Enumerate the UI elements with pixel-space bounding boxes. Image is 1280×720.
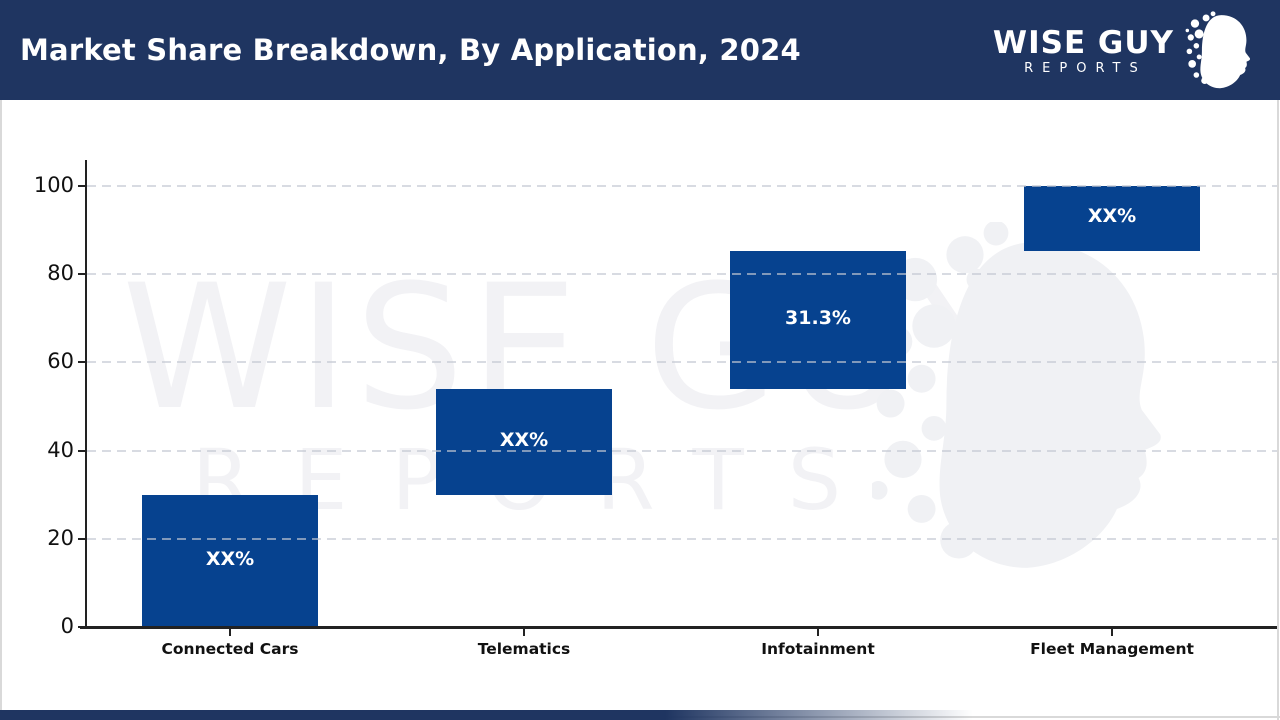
footer-bar xyxy=(0,710,1280,720)
brand-logo: WISE GUY REPORTS xyxy=(993,10,1262,92)
bar-value-label: 31.3% xyxy=(785,306,851,329)
y-axis-line xyxy=(85,160,87,629)
gridline xyxy=(87,273,1277,276)
bar-value-label: XX% xyxy=(1087,205,1137,228)
y-tick-label: 100 xyxy=(33,173,74,197)
brand-logo-text: WISE GUY REPORTS xyxy=(992,24,1174,76)
gridline xyxy=(87,185,1277,187)
page-title: Market Share Breakdown, By Application, … xyxy=(20,33,801,67)
y-tick-label: 80 xyxy=(47,261,74,286)
figure-border-left xyxy=(0,100,2,720)
bar-segment xyxy=(436,388,612,495)
x-axis-tick xyxy=(523,629,525,636)
y-axis-tick xyxy=(78,273,86,276)
y-tick-label: 20 xyxy=(47,525,74,550)
x-category-label: Infotainment xyxy=(761,640,875,658)
head-profile-icon xyxy=(1185,11,1251,89)
x-axis-line xyxy=(80,626,1277,629)
gridline xyxy=(87,361,1277,364)
brand-name: WISE GUY xyxy=(992,24,1174,61)
x-axis-tick xyxy=(817,629,819,636)
gridline xyxy=(87,449,1277,452)
y-tick-label: 40 xyxy=(47,437,74,462)
y-axis-tick xyxy=(78,185,86,187)
figure-border-right xyxy=(1277,100,1279,720)
bar-segment xyxy=(142,494,318,627)
bar-segment xyxy=(1024,186,1200,251)
x-category-label: Telematics xyxy=(477,640,571,658)
y-axis-tick xyxy=(78,537,86,540)
gridline xyxy=(87,537,1277,540)
x-axis-tick xyxy=(229,629,231,636)
header-bar: Market Share Breakdown, By Application, … xyxy=(0,0,1280,100)
x-category-label: Fleet Management xyxy=(1030,640,1194,658)
y-tick-label: 0 xyxy=(60,614,74,638)
y-axis-tick xyxy=(78,449,86,452)
brand-subname: REPORTS xyxy=(1024,60,1147,76)
x-category-label: Connected Cars xyxy=(161,640,299,658)
x-axis-tick xyxy=(1111,629,1113,636)
bar-value-label: XX% xyxy=(205,547,255,570)
y-tick-label: 60 xyxy=(47,349,74,374)
y-axis-tick xyxy=(78,361,86,364)
bar-value-label: XX% xyxy=(499,428,549,451)
watermark-head-icon xyxy=(872,222,1161,568)
